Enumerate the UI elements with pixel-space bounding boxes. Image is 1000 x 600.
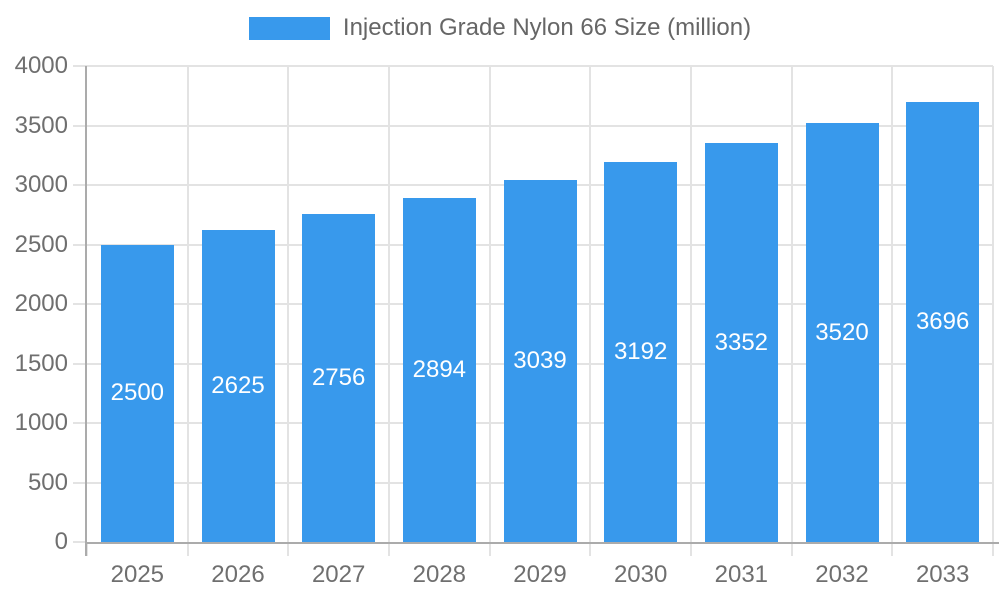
bar-value-label: 3192	[613, 338, 668, 366]
x-axis-tick	[589, 542, 592, 556]
bar-value-label: 2625	[211, 371, 265, 399]
bar-value-label: 2894	[412, 355, 467, 383]
bar-2028[interactable]: 2894	[402, 197, 476, 542]
y-axis-tick	[73, 243, 87, 246]
bar-2026[interactable]: 2625	[201, 229, 275, 542]
gridline-vertical	[388, 66, 390, 542]
x-axis-label: 2025	[110, 561, 165, 588]
bar-value-label: 3039	[513, 347, 567, 375]
y-axis-tick	[73, 65, 87, 67]
x-axis-label: 2031	[714, 561, 769, 588]
x-axis-label: 2026	[211, 561, 265, 588]
y-axis-tick	[73, 303, 87, 305]
x-axis-label: 2030	[613, 561, 668, 588]
y-axis-label: 1500	[14, 349, 68, 377]
y-axis-label: 1000	[14, 409, 68, 436]
y-axis-tick	[73, 184, 87, 186]
x-axis-label: 2028	[412, 561, 467, 588]
gridline-horizontal	[87, 65, 993, 67]
bar-2025[interactable]: 2500	[100, 244, 174, 542]
bar-value-label: 3696	[915, 308, 970, 336]
bar-value-label: 3520	[815, 318, 869, 346]
y-axis-label: 2500	[14, 230, 68, 258]
bar-value-label: 3352	[714, 328, 769, 356]
x-axis-tick	[287, 542, 290, 556]
y-axis-label: 500	[27, 468, 68, 496]
gridline-vertical	[186, 66, 189, 542]
x-axis-tick	[790, 542, 793, 556]
y-axis-label: 4000	[14, 52, 68, 79]
x-axis-tick	[488, 542, 491, 556]
bar-value-label: 2500	[110, 379, 165, 407]
y-axis-line	[85, 66, 87, 556]
bar-2030[interactable]: 3192	[604, 162, 678, 542]
x-axis-label: 2032	[815, 561, 869, 588]
gridline-vertical	[891, 66, 894, 542]
bar-2032[interactable]: 3520	[805, 123, 879, 542]
x-axis-tick	[992, 542, 994, 556]
bar-2031[interactable]: 3352	[704, 143, 778, 542]
gridline-vertical	[790, 66, 793, 542]
x-axis-label: 2027	[311, 561, 366, 588]
bar-2027[interactable]: 2756	[302, 214, 376, 542]
gridline-vertical	[287, 66, 290, 542]
y-axis-tick	[73, 422, 87, 424]
legend-label: Injection Grade Nylon 66 Size (million)	[342, 14, 752, 41]
x-axis-line	[87, 542, 999, 544]
x-axis-tick	[690, 542, 692, 556]
y-axis-tick	[73, 481, 87, 484]
x-axis-tick	[891, 542, 894, 556]
y-axis-tick	[73, 124, 87, 127]
x-axis-tick	[388, 542, 390, 556]
x-axis-label: 2033	[915, 561, 970, 588]
gridline-vertical	[488, 66, 491, 542]
bar-value-label: 2756	[311, 364, 366, 391]
y-axis-tick	[73, 541, 87, 543]
y-axis-label: 3000	[14, 171, 68, 198]
gridline-vertical	[589, 66, 592, 542]
gridline-vertical	[992, 66, 994, 542]
y-axis-tick	[73, 362, 87, 365]
gridline-horizontal	[87, 124, 993, 127]
bar-2029[interactable]: 3039	[503, 180, 577, 542]
legend[interactable]: Injection Grade Nylon 66 Size (million)	[0, 10, 1000, 46]
gridline-vertical	[690, 66, 692, 542]
x-axis-label: 2029	[513, 561, 567, 588]
y-axis-label: 3500	[14, 111, 68, 139]
x-axis-tick	[186, 542, 189, 556]
y-axis-label: 0	[54, 528, 68, 555]
bar-2033[interactable]: 3696	[906, 102, 980, 542]
legend-swatch	[248, 16, 330, 40]
y-axis-label: 2000	[14, 290, 68, 317]
x-axis-tick	[86, 542, 88, 556]
